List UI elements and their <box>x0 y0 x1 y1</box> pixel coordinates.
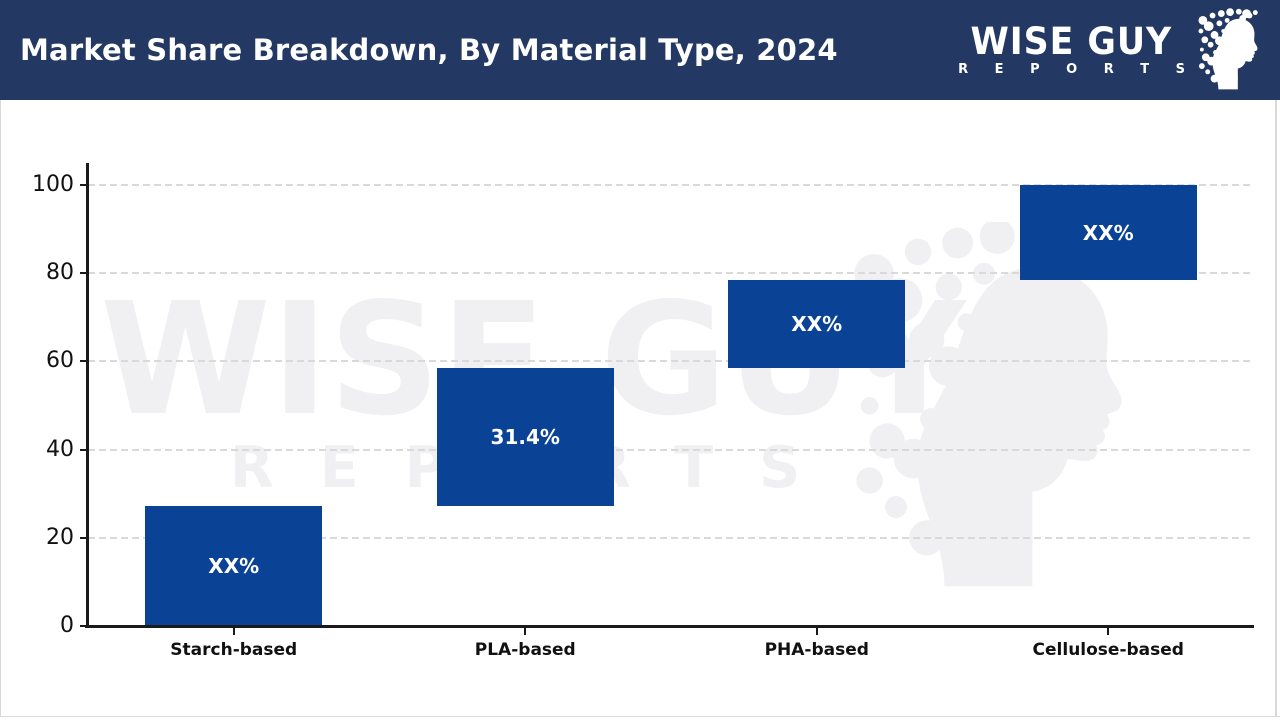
y-tick <box>80 536 88 539</box>
right-border <box>1275 100 1277 717</box>
x-tick <box>232 627 235 635</box>
y-tick-label: 100 <box>32 172 74 198</box>
logo-text: WISE GUY R E P O R T S <box>947 19 1196 78</box>
y-tick <box>80 272 88 275</box>
x-axis <box>85 625 1254 628</box>
gridline <box>88 360 1254 363</box>
x-tick-label: PLA-based <box>474 640 576 660</box>
bar: XX% <box>1019 185 1197 281</box>
bar-value-label: XX% <box>1082 220 1134 245</box>
bar-value-label: XX% <box>791 311 843 336</box>
gridline <box>88 448 1254 451</box>
y-tick <box>80 360 88 363</box>
logo-wordmark: WISE GUY <box>970 19 1173 63</box>
y-tick-label: 60 <box>46 348 74 374</box>
x-tick-label: PHA-based <box>764 640 869 660</box>
gridline <box>88 184 1254 187</box>
x-tick <box>815 627 818 635</box>
y-axis <box>86 163 89 628</box>
y-tick-label: 40 <box>46 436 74 462</box>
x-tick <box>1107 627 1110 635</box>
header: Market Share Breakdown, By Material Type… <box>0 0 1280 100</box>
gridline <box>88 272 1254 275</box>
y-tick-label: 20 <box>46 524 74 550</box>
bar: XX% <box>145 506 323 626</box>
y-tick <box>80 448 88 451</box>
dotted-face-icon <box>1198 8 1258 90</box>
y-tick <box>80 184 88 187</box>
wise-guy-logo: WISE GUY R E P O R T S <box>947 7 1266 93</box>
x-tick-label: Starch-based <box>170 640 298 660</box>
y-tick-label: 0 <box>60 613 74 638</box>
x-tick <box>524 627 527 635</box>
gridline <box>88 536 1254 539</box>
y-tick-label: 80 <box>46 260 74 286</box>
bar-value-label: XX% <box>208 554 260 579</box>
bottom-border <box>0 716 1280 717</box>
bar: XX% <box>728 280 906 368</box>
chart-title: Market Share Breakdown, By Material Type… <box>20 33 838 67</box>
x-tick-label: Cellulose-based <box>1032 640 1184 660</box>
logo-subtitle: R E P O R T S <box>958 62 1196 78</box>
y-tick <box>80 625 88 627</box>
left-border <box>0 100 1 717</box>
bar: 31.4% <box>436 367 614 507</box>
bar-value-label: 31.4% <box>490 424 560 449</box>
